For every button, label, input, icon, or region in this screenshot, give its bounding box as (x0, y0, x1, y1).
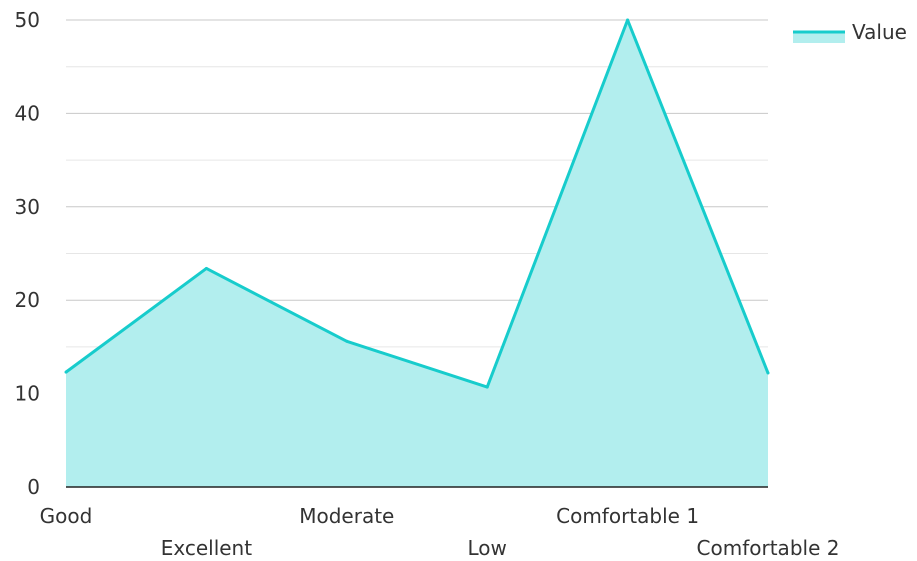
x-tick-label: Excellent (161, 536, 253, 560)
area-series (64, 18, 770, 487)
y-tick-label: 10 (15, 382, 40, 406)
data-point-low (485, 385, 489, 389)
legend: Value (793, 20, 907, 44)
x-tick-label: Low (468, 536, 507, 560)
x-tick-label: Good (40, 504, 93, 528)
series-line-value (65, 18, 770, 389)
x-tick-label: Comfortable 1 (556, 504, 699, 528)
y-tick-label: 30 (15, 195, 40, 219)
legend-label-value: Value (852, 20, 907, 44)
y-tick-label: 50 (15, 8, 40, 32)
y-axis-ticks: 0 10 20 30 40 50 (15, 8, 40, 499)
y-tick-label: 20 (15, 288, 40, 312)
legend-swatch-fill (793, 31, 845, 43)
area-fill-value (66, 20, 768, 487)
data-point-good (64, 370, 68, 374)
data-point-comfortable-2 (766, 371, 770, 375)
x-axis-ticks: Good Excellent Moderate Low Comfortable 1 Com… (40, 504, 840, 560)
data-point-excellent (204, 266, 208, 270)
y-tick-label: 0 (27, 475, 40, 499)
y-tick-label: 40 (15, 101, 40, 125)
data-point-moderate (345, 339, 349, 343)
x-tick-label: Moderate (299, 504, 394, 528)
x-tick-label: Comfortable 2 (697, 536, 840, 560)
data-point-comfortable-1 (626, 18, 630, 22)
